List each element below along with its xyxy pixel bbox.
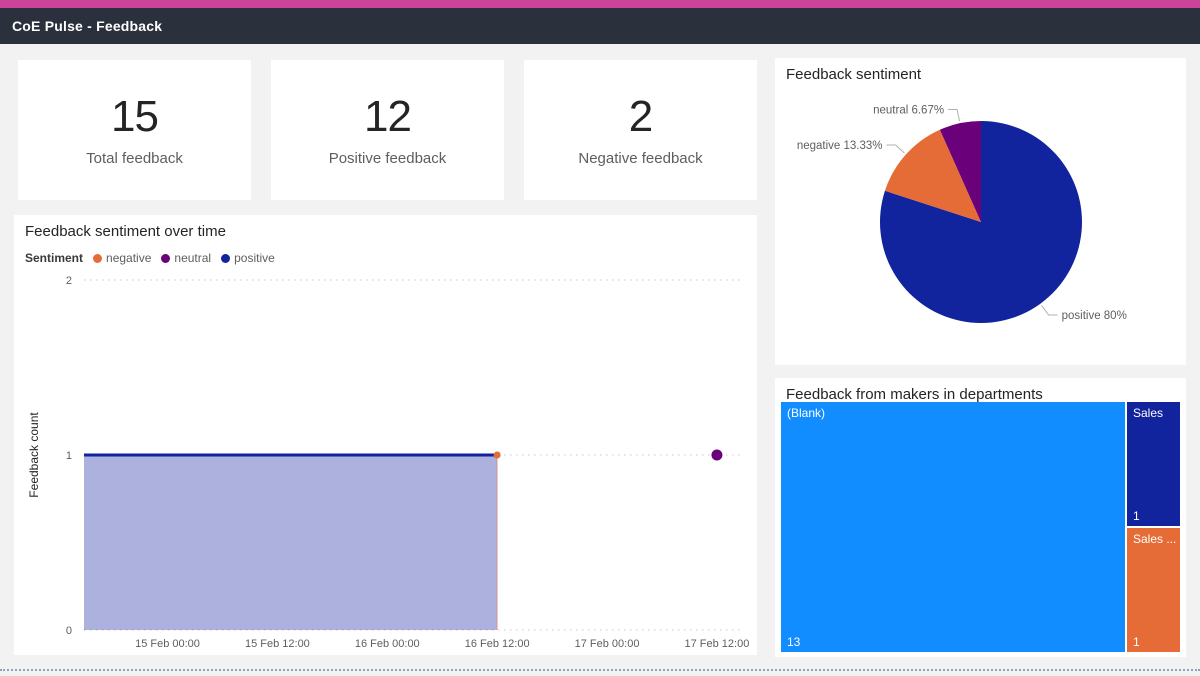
xtick-5: 17 Feb 00:00 xyxy=(575,638,640,650)
pie-label-positive: positive 80% xyxy=(1062,310,1127,322)
card-value: 15 xyxy=(111,92,159,142)
page-boundary-divider xyxy=(0,669,1200,671)
legend-item-neutral[interactable]: neutral xyxy=(161,251,211,265)
legend-dot-positive xyxy=(221,253,231,263)
pie-slice-negative[interactable] xyxy=(884,129,981,222)
ytick-0: 0 xyxy=(66,625,72,637)
card-value: 2 xyxy=(628,92,654,142)
card-total-feedback[interactable]: 15 Total feedback xyxy=(18,60,251,200)
xtick-6: 17 Feb 12:00 xyxy=(685,638,750,650)
legend-label: positive xyxy=(234,251,275,265)
line-chart-title: Feedback sentiment over time xyxy=(25,223,226,240)
page-title: CoE Pulse - Feedback xyxy=(12,18,163,34)
legend-label: neutral xyxy=(174,251,212,265)
app-header: CoE Pulse - Feedback xyxy=(0,8,1200,44)
pie-slice-neutral[interactable] xyxy=(939,121,981,222)
xtick-3: 16 Feb 00:00 xyxy=(355,638,420,650)
legend-dot-negative xyxy=(93,253,103,263)
sentiment-over-time-chart[interactable]: 0 1 2 Feedback count 15 Feb 00:00 15 Feb 12:0… xyxy=(14,215,757,655)
feedback-sentiment-pie[interactable]: positive 80% negative 13.33% neutral 6.67% xyxy=(775,58,1186,365)
tile-value: 1 xyxy=(1133,509,1140,523)
card-label: Total feedback xyxy=(86,149,183,167)
tile-value: 1 xyxy=(1133,635,1140,649)
treemap-tile--blank-[interactable]: (Blank) 13 xyxy=(781,402,1125,652)
departments-treemap: (Blank) 13 Sales 1 Sales ... 1 xyxy=(781,402,1180,652)
xtick-1: 15 Feb 00:00 xyxy=(135,638,200,650)
ytick-2: 2 xyxy=(66,275,72,287)
legend-item-positive[interactable]: positive xyxy=(221,251,275,265)
tile-label: (Blank) xyxy=(787,406,826,420)
datapoint-negative[interactable] xyxy=(493,451,501,459)
card-label: Positive feedback xyxy=(328,149,447,167)
pie-chart-title: Feedback sentiment xyxy=(786,66,922,83)
ytick-1: 1 xyxy=(66,450,72,462)
pie-leader-negative xyxy=(886,144,905,154)
panel-feedback-departments: Feedback from makers in departments (Bla… xyxy=(775,378,1186,657)
card-value: 12 xyxy=(364,92,412,142)
card-label: Negative feedback xyxy=(578,149,703,167)
pie-leader-neutral xyxy=(948,109,961,122)
treemap-title: Feedback from makers in departments xyxy=(786,386,1043,403)
tile-value: 13 xyxy=(787,635,801,649)
panel-sentiment-over-time: Feedback sentiment over time Sentiment ne… xyxy=(14,215,757,655)
tile-label: Sales ... xyxy=(1133,532,1177,546)
treemap-tile-sales[interactable]: Sales 1 xyxy=(1127,402,1180,526)
pie-leader-positive xyxy=(1041,305,1058,316)
panel-feedback-sentiment: Feedback sentiment positive 80% negative … xyxy=(775,58,1186,365)
y-axis-title: Feedback count xyxy=(27,412,41,498)
area-positive[interactable] xyxy=(84,455,498,630)
pie-label-negative: negative 13.33% xyxy=(797,140,883,152)
line-chart-legend: Sentiment negative neutral positive xyxy=(25,251,285,265)
legend-title: Sentiment xyxy=(25,251,84,265)
treemap-tile-sales-[interactable]: Sales ... 1 xyxy=(1127,528,1180,652)
legend-dot-neutral xyxy=(161,253,171,263)
card-positive-feedback[interactable]: 12 Positive feedback xyxy=(271,60,504,200)
tile-label: Sales xyxy=(1133,406,1164,420)
xtick-4: 16 Feb 12:00 xyxy=(465,638,530,650)
datapoint-neutral[interactable] xyxy=(711,449,723,461)
xtick-2: 15 Feb 12:00 xyxy=(245,638,310,650)
legend-item-negative[interactable]: negative xyxy=(93,251,151,265)
card-negative-feedback[interactable]: 2 Negative feedback xyxy=(524,60,757,200)
brand-stripe xyxy=(0,0,1200,8)
legend-label: negative xyxy=(106,251,152,265)
pie-label-neutral: neutral 6.67% xyxy=(873,105,944,117)
